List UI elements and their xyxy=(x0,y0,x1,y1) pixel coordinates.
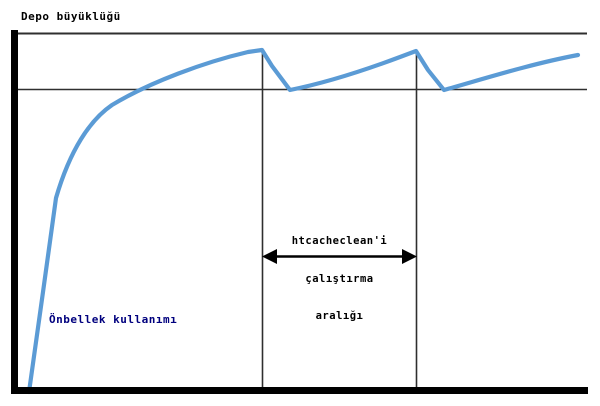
htcacheclean-interval-arrow xyxy=(262,249,417,264)
annotation-line-3: aralığı xyxy=(315,310,364,322)
htcacheclean-interval-annotation: htcacheclean'i çalıştırma aralığı xyxy=(262,210,417,348)
series-label-cache-usage: Önbellek kullanımı xyxy=(49,313,178,326)
annotation-line-1: htcacheclean'i xyxy=(291,235,388,247)
annotation-line-2: çalıştırma xyxy=(305,272,374,285)
page-title: Depo büyüklüğü xyxy=(21,10,121,23)
cache-usage-curve xyxy=(26,47,581,395)
